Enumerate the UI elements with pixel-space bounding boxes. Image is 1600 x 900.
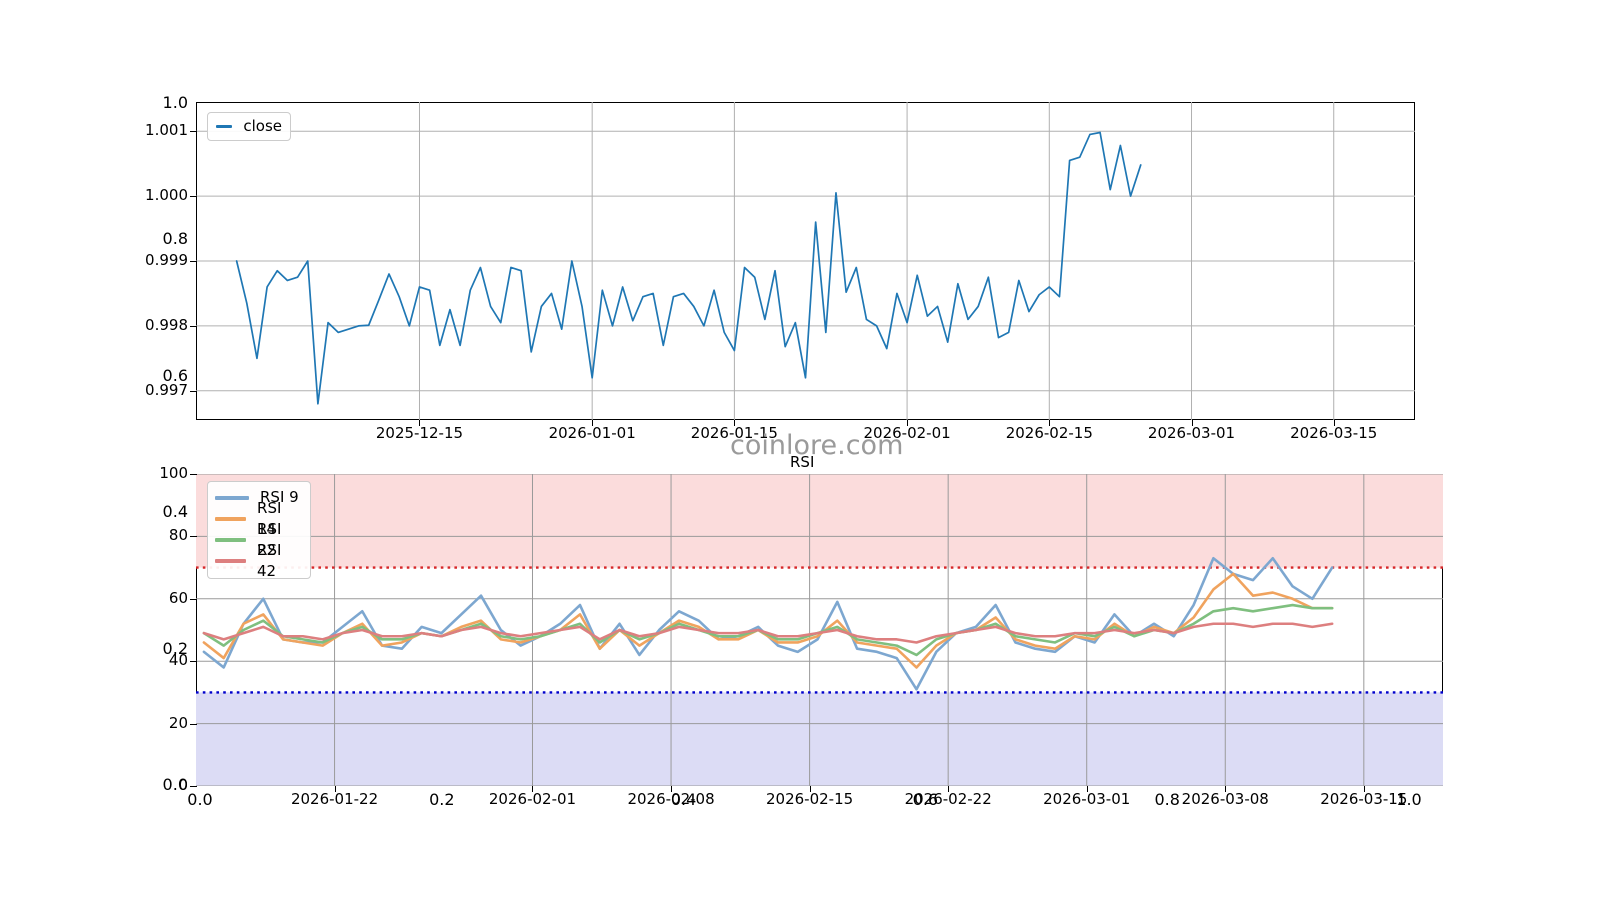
background-y-tick-2: 0.4 [162,502,188,522]
legend-item-rsi-9: RSI 9 [215,487,301,508]
background-y-tick-0: 0.0 [162,775,188,794]
legend-swatch-rsi-22 [215,537,247,542]
price-x-tick-mark-3 [907,420,909,426]
price-y-tick-0: 0.997 [145,380,188,399]
rsi-x-tick-4: 2026-02-22 [904,790,992,808]
price-y-tick-mark-2 [190,261,197,262]
price-x-tick-mark-2 [734,420,736,426]
rsi-y-tick-mark-1 [190,723,197,725]
price-x-tick-mark-0 [419,420,421,426]
background-y-tick-5: 1.0 [162,93,188,112]
legend-swatch-rsi-9 [215,495,249,500]
price-y-tick-mark-4 [190,131,197,133]
price-x-tick-mark-1 [592,420,594,426]
background-x-tick-2: 0.4 [670,790,697,809]
price-x-tick-0: 2025-12-15 [375,424,464,442]
background-x-tick-0: 0.0 [187,790,213,809]
rsi-legend: RSI 9 RSI 14 RSI 22 RSI 42 [207,481,311,580]
legend-item-rsi-42: RSI 42 [215,541,301,580]
background-x-tick-4: 0.8 [1154,790,1180,809]
price-y-tick-mark-1 [190,325,197,327]
rsi-y-tick-4: 80 [168,526,188,545]
legend-label-rsi-14: RSI 14 [257,498,282,538]
price-legend: close [207,112,291,141]
rsi-y-tick-0: 0 [178,776,188,794]
price-y-tick-4: 1.001 [145,121,188,140]
rsi-y-tick-mark-2 [190,661,197,663]
rsi-x-tick-1: 2026-02-01 [488,790,577,808]
price-x-tick-1: 2026-01-01 [548,424,636,442]
rsi-x-tick-6: 2026-03-08 [1181,790,1269,808]
rsi-x-tick-0: 2026-01-22 [290,790,379,808]
price-y-tick-mark-3 [190,196,197,198]
rsi-y-tick-1: 20 [168,713,188,732]
legend-label-close: close [243,117,282,135]
background-x-tick-3: 0.6 [912,790,939,809]
price-plot-canvas [196,102,1415,420]
legend-item-rsi-14: RSI 14 [215,499,301,538]
price-x-tick-5: 2026-03-01 [1147,424,1236,442]
legend-label-rsi-22: RSI 22 [257,519,282,559]
watermark: coinlore.com [730,430,904,461]
rsi-y-tick-mark-3 [190,598,197,600]
rsi-chart-title: RSI [790,453,815,471]
background-x-tick-5: 1.0 [1396,790,1422,809]
rsi-x-tick-mark-6 [1225,786,1227,792]
price-x-tick-2: 2026-01-15 [690,424,778,442]
legend-item-close: close [216,117,282,136]
legend-item-rsi-22: RSI 22 [215,520,301,559]
price-y-tick-mark-0 [190,390,197,392]
legend-swatch-close [216,125,233,128]
legend-label-rsi-42: RSI 42 [257,540,282,580]
rsi-x-tick-mark-5 [1086,786,1088,792]
background-y-tick-3: 0.6 [162,365,188,385]
rsi-y-tick-mark-5 [190,474,197,475]
price-x-tick-mark-6 [1333,420,1335,426]
legend-swatch-rsi-14 [215,516,247,521]
price-y-tick-2: 0.999 [145,251,188,269]
rsi-x-tick-5: 2026-03-01 [1043,790,1131,808]
price-x-tick-4: 2026-02-15 [1005,424,1093,442]
rsi-y-tick-3: 60 [168,588,188,607]
rsi-x-tick-mark-3 [809,786,811,792]
rsi-x-tick-3: 2026-02-15 [766,790,854,808]
rsi-y-tick-mark-0 [190,786,197,787]
rsi-x-tick-mark-0 [334,786,336,792]
rsi-y-tick-2: 40 [168,651,188,670]
background-y-tick-4: 0.8 [162,229,188,249]
legend-swatch-rsi-42 [215,558,247,563]
background-y-tick-1: 0.2 [162,638,188,658]
price-x-tick-mark-4 [1049,420,1051,426]
price-x-tick-6: 2026-03-15 [1290,424,1378,442]
background-x-tick-1: 0.2 [429,790,455,809]
rsi-y-tick-mark-4 [190,536,197,538]
price-y-tick-3: 1.000 [145,186,188,205]
rsi-x-tick-mark-2 [671,786,673,792]
rsi-x-tick-2: 2026-02-08 [627,790,715,808]
rsi-x-tick-7: 2026-03-15 [1320,790,1408,808]
legend-label-rsi-9: RSI 9 [260,488,299,506]
rsi-plot-canvas [196,474,1443,786]
rsi-x-tick-mark-4 [948,786,950,792]
price-x-tick-3: 2026-02-01 [863,424,951,442]
rsi-y-tick-5: 100 [159,464,188,482]
rsi-x-tick-mark-1 [532,786,534,792]
price-y-tick-1: 0.998 [145,315,188,334]
rsi-x-tick-mark-7 [1363,786,1365,792]
price-x-tick-mark-5 [1191,420,1193,426]
